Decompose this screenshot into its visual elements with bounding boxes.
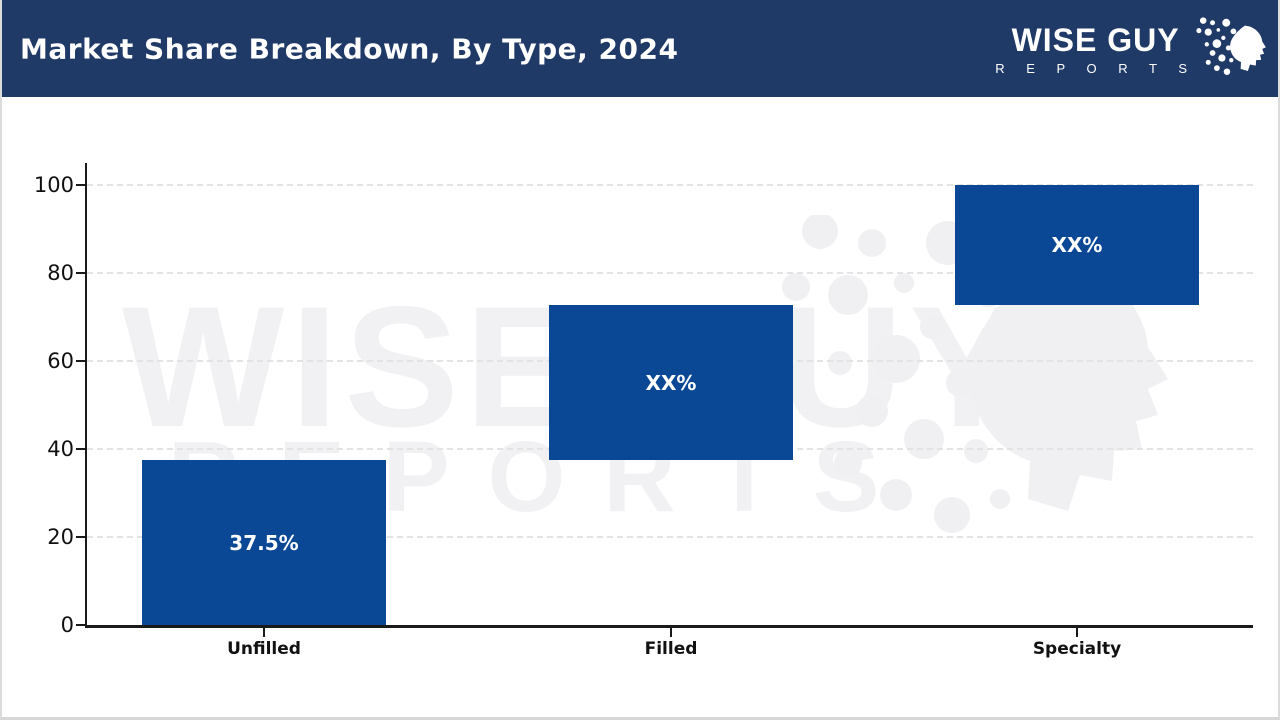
gridline-20	[87, 536, 1253, 538]
y-tick-label: 20	[47, 525, 74, 549]
bar-filled: XX%	[549, 305, 793, 460]
y-tick-mark	[76, 184, 85, 186]
logo-sub-wordmark: R E P O R T S	[995, 61, 1196, 76]
x-tick-mark	[263, 628, 265, 637]
bar-specialty: XX%	[955, 185, 1199, 306]
y-tick-mark	[76, 624, 85, 626]
y-tick-mark	[76, 448, 85, 450]
gridline-100	[87, 184, 1253, 186]
x-tick-mark	[670, 628, 672, 637]
y-tick-mark	[76, 272, 85, 274]
page-title: Market Share Breakdown, By Type, 2024	[20, 32, 679, 65]
y-tick-label: 60	[47, 349, 74, 373]
y-tick-label: 100	[33, 173, 74, 197]
x-tick-label-unfilled: Unfilled	[227, 639, 301, 659]
header-bar: Market Share Breakdown, By Type, 2024 WI…	[0, 0, 1280, 97]
y-tick-label: 40	[47, 437, 74, 461]
gridline-80	[87, 272, 1253, 274]
bar-value-label: XX%	[1051, 233, 1103, 258]
logo-face-dots-icon	[1196, 17, 1266, 75]
x-axis-spine	[85, 625, 1253, 628]
x-tick-label-specialty: Specialty	[1032, 639, 1122, 659]
logo-text: WISE GUY R E P O R T S	[995, 22, 1196, 76]
bar-value-label: 37.5%	[229, 530, 299, 555]
bar-unfilled: 37.5%	[142, 460, 386, 625]
y-tick-mark	[76, 360, 85, 362]
y-tick-label: 0	[60, 613, 74, 637]
wise-guy-reports-logo: WISE GUY R E P O R T S	[995, 4, 1268, 94]
y-tick-label: 80	[47, 261, 74, 285]
y-tick-mark	[76, 536, 85, 538]
bar-value-label: XX%	[645, 370, 697, 395]
y-axis-spine	[85, 163, 87, 628]
x-tick-label-filled: Filled	[644, 639, 698, 659]
logo-wordmark: WISE GUY	[1011, 22, 1180, 58]
x-tick-mark	[1076, 628, 1078, 637]
